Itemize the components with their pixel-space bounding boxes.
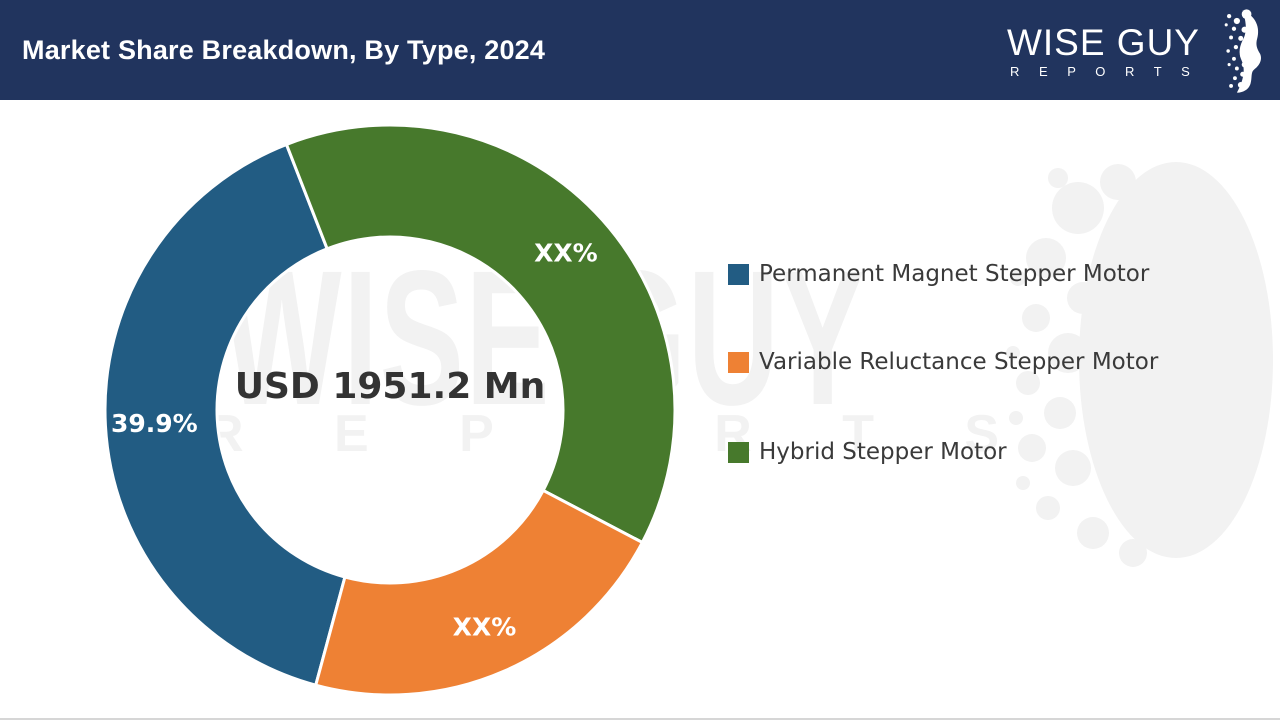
donut-segment-hybrid[interactable] — [284, 123, 677, 544]
legend-label: Hybrid Stepper Motor — [759, 439, 1007, 465]
segment-label-permanent-magnet: 39.9% — [111, 409, 198, 438]
logo-face-icon — [1224, 9, 1262, 93]
legend-swatch-orange — [728, 351, 749, 373]
header-bar: Market Share Breakdown, By Type, 2024 WI… — [0, 0, 1280, 100]
segment-label-variable-reluctance: XX% — [453, 612, 517, 641]
segment-label-hybrid: XX% — [534, 239, 598, 268]
legend-item-hybrid[interactable]: Hybrid Stepper Motor — [728, 437, 1007, 467]
donut-segment-variable-reluctance[interactable] — [314, 488, 644, 697]
logo-brand-text: WISE GUY — [1006, 21, 1200, 63]
legend-swatch-blue — [728, 263, 749, 285]
brand-logo: WISE GUY R E P O R T S — [1006, 9, 1264, 93]
chart-center-value: USD 1951.2 Mn — [234, 366, 546, 407]
legend-item-variable-reluctance[interactable]: Variable Reluctance Stepper Motor — [728, 347, 1158, 377]
legend-swatch-green — [728, 441, 749, 463]
donut-segment-permanent-magnet[interactable] — [103, 142, 347, 687]
page-title: Market Share Breakdown, By Type, 2024 — [22, 34, 546, 65]
watermark-face-icon — [1006, 162, 1273, 567]
bottom-divider — [0, 718, 1280, 720]
legend-label: Variable Reluctance Stepper Motor — [759, 349, 1159, 375]
legend-item-permanent-magnet[interactable]: Permanent Magnet Stepper Motor — [728, 259, 1149, 289]
legend-label: Permanent Magnet Stepper Motor — [759, 261, 1150, 287]
logo-sub-text: R E P O R T S — [1009, 63, 1198, 79]
